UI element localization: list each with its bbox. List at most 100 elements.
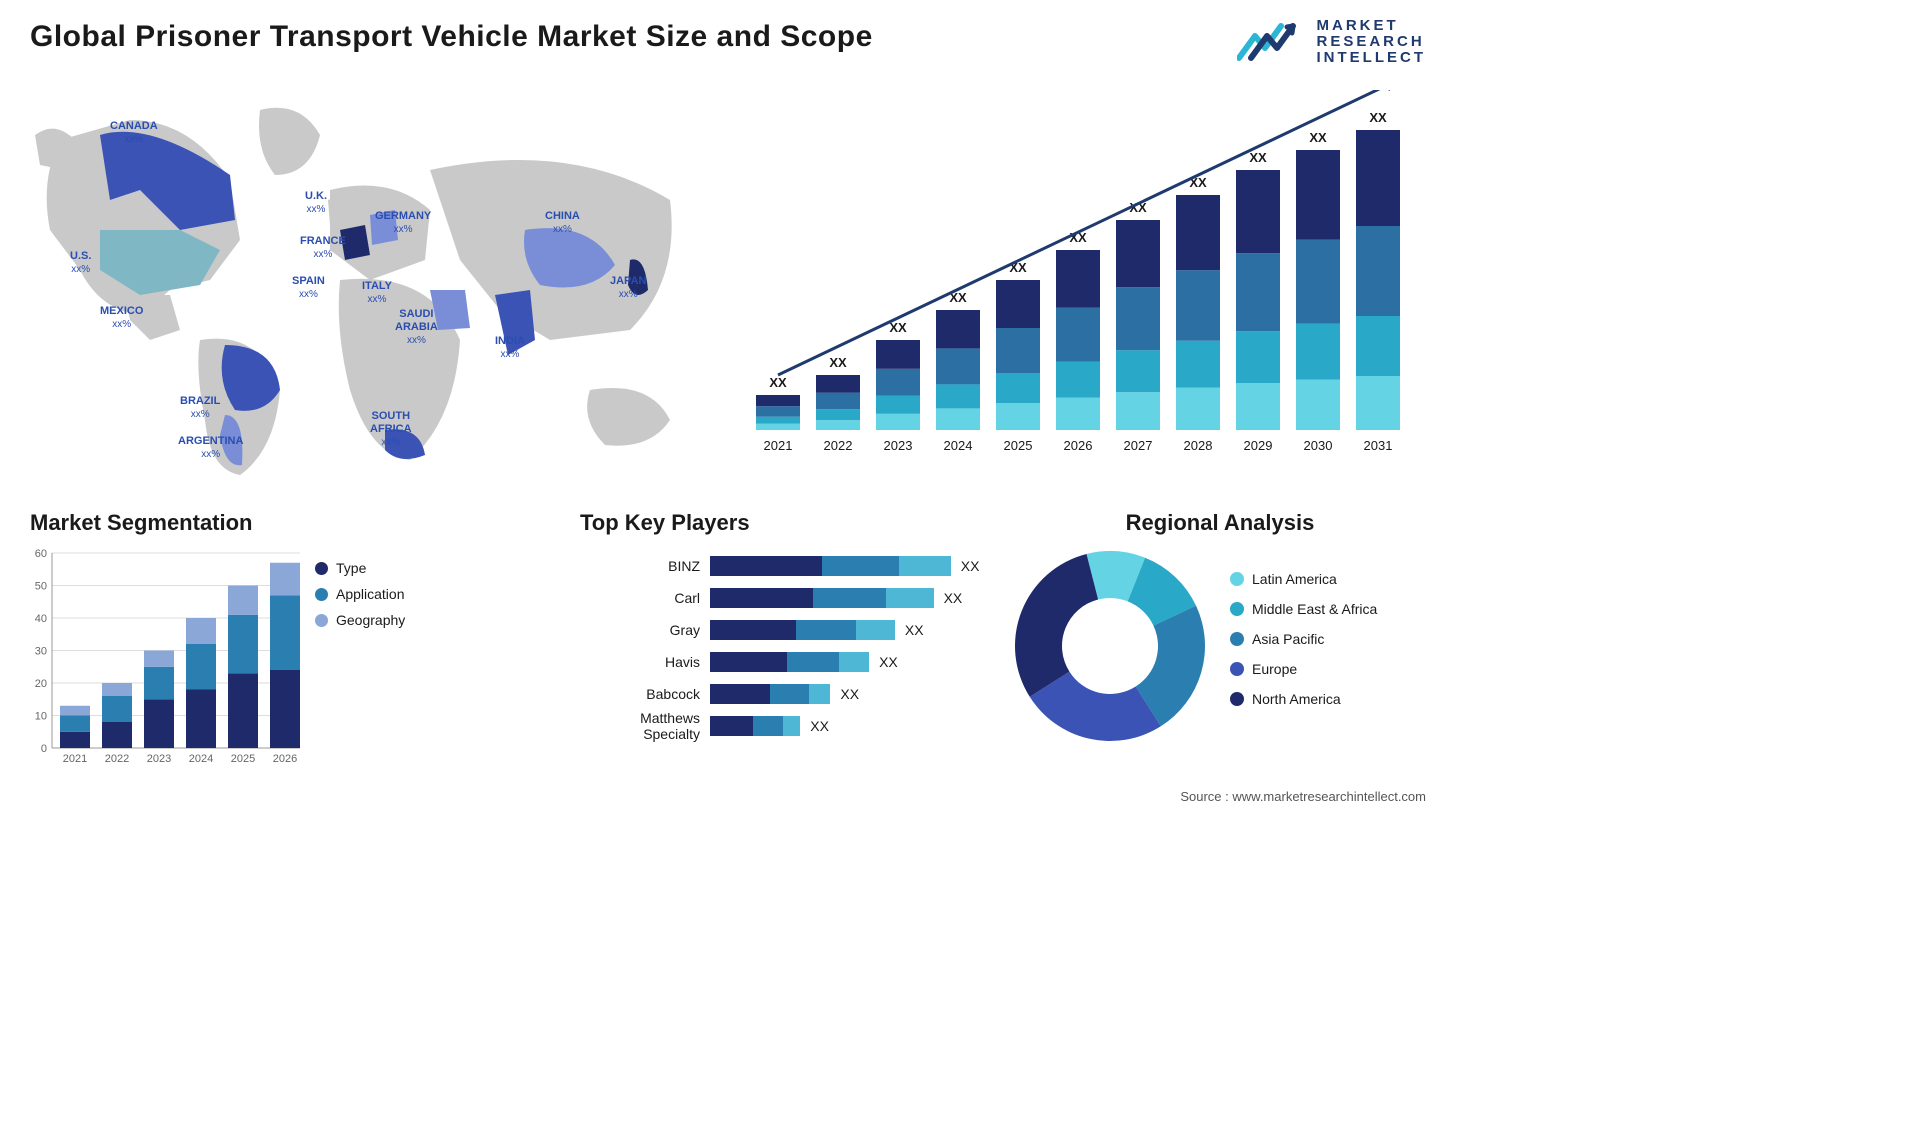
segmentation-section: Market Segmentation 01020304050602021202… (30, 510, 460, 793)
legend-swatch-icon (315, 562, 328, 575)
player-bar-segment (809, 684, 831, 704)
player-bar (710, 684, 830, 704)
svg-text:2023: 2023 (147, 753, 171, 765)
svg-text:2024: 2024 (189, 753, 213, 765)
brand-logo: MARKET RESEARCH INTELLECT (1237, 18, 1427, 66)
logo-text: MARKET RESEARCH INTELLECT (1317, 18, 1427, 65)
map-label: U.K.xx% (305, 190, 327, 216)
svg-text:2022: 2022 (105, 753, 129, 765)
regional-donut (1010, 546, 1210, 746)
legend-label: Asia Pacific (1252, 631, 1324, 647)
svg-text:2031: 2031 (1364, 438, 1393, 453)
svg-text:30: 30 (35, 646, 47, 658)
svg-text:2027: 2027 (1124, 438, 1153, 453)
regional-legend: Latin America Middle East & Africa Asia Pa… (1230, 571, 1377, 721)
player-bar-segment (710, 652, 787, 672)
player-bar-segment (886, 588, 933, 608)
player-name: Babcock (580, 686, 710, 702)
svg-text:2025: 2025 (1004, 438, 1033, 453)
legend-swatch-icon (1230, 572, 1244, 586)
player-value: XX (905, 622, 924, 638)
svg-text:2026: 2026 (273, 753, 297, 765)
map-label: CHINAxx% (545, 210, 580, 236)
svg-text:XX: XX (829, 355, 847, 370)
player-bar-segment (783, 716, 800, 736)
player-value: XX (810, 718, 829, 734)
svg-text:0: 0 (41, 743, 47, 755)
regional-legend-item: Latin America (1230, 571, 1377, 587)
legend-swatch-icon (1230, 602, 1244, 616)
player-name: Carl (580, 590, 710, 606)
legend-swatch-icon (1230, 692, 1244, 706)
player-bar (710, 556, 951, 576)
player-bar-segment (813, 588, 886, 608)
svg-text:XX: XX (1369, 110, 1387, 125)
player-name: Matthews Specialty (580, 710, 710, 742)
map-label: INDIAxx% (495, 335, 525, 361)
player-bar (710, 620, 895, 640)
player-bar-segment (770, 684, 809, 704)
map-label: BRAZILxx% (180, 395, 220, 421)
legend-label: Type (336, 560, 366, 576)
svg-text:10: 10 (35, 711, 47, 723)
top-players-chart: BINZXXCarlXXGrayXXHavisXXBabcockXXMatthe… (580, 554, 980, 738)
map-label: JAPANxx% (610, 275, 646, 301)
svg-text:2021: 2021 (764, 438, 793, 453)
svg-text:2023: 2023 (884, 438, 913, 453)
player-bar-segment (710, 620, 796, 640)
map-label: SAUDIARABIAxx% (395, 308, 438, 348)
map-label: U.S.xx% (70, 250, 91, 276)
logo-line-1: MARKET (1317, 18, 1427, 34)
svg-text:20: 20 (35, 678, 47, 690)
player-value: XX (840, 686, 859, 702)
legend-label: Europe (1252, 661, 1297, 677)
svg-text:XX: XX (1309, 130, 1327, 145)
segmentation-legend-item: Geography (315, 612, 405, 628)
player-bar-segment (710, 556, 822, 576)
regional-legend-item: Asia Pacific (1230, 631, 1377, 647)
player-bar-segment (753, 716, 783, 736)
regional-legend-item: Europe (1230, 661, 1377, 677)
regional-title: Regional Analysis (1010, 510, 1430, 536)
segmentation-legend: TypeApplicationGeography (315, 560, 405, 638)
segmentation-title: Market Segmentation (30, 510, 460, 536)
page-title: Global Prisoner Transport Vehicle Market… (30, 20, 873, 54)
svg-text:2030: 2030 (1304, 438, 1333, 453)
svg-text:2026: 2026 (1064, 438, 1093, 453)
legend-label: North America (1252, 691, 1341, 707)
legend-label: Middle East & Africa (1252, 601, 1377, 617)
source-attribution: Source : www.marketresearchintellect.com (1180, 789, 1426, 804)
segmentation-legend-item: Type (315, 560, 405, 576)
player-bar-segment (787, 652, 839, 672)
player-row: HavisXX (580, 650, 980, 674)
map-label: ARGENTINAxx% (178, 435, 243, 461)
growth-chart-svg: XX2021XX2022XX2023XX2024XX2025XX2026XX20… (746, 90, 1426, 470)
svg-text:2029: 2029 (1244, 438, 1273, 453)
player-bar-segment (710, 588, 813, 608)
legend-swatch-icon (1230, 632, 1244, 646)
svg-text:60: 60 (35, 548, 47, 560)
player-row: BINZXX (580, 554, 980, 578)
logo-line-2: RESEARCH (1317, 34, 1427, 50)
svg-text:XX: XX (769, 375, 787, 390)
legend-label: Geography (336, 612, 405, 628)
player-value: XX (944, 590, 963, 606)
segmentation-chart: 0102030405060202120222023202420252026 (30, 548, 310, 788)
svg-text:50: 50 (35, 581, 47, 593)
map-label: SOUTHAFRICAxx% (370, 410, 412, 450)
player-bar-segment (710, 716, 753, 736)
map-label: MEXICOxx% (100, 305, 143, 331)
logo-mark-icon (1237, 18, 1307, 66)
map-label: ITALYxx% (362, 280, 392, 306)
top-players-title: Top Key Players (580, 510, 980, 536)
legend-swatch-icon (1230, 662, 1244, 676)
player-bar-segment (839, 652, 869, 672)
player-row: Matthews SpecialtyXX (580, 714, 980, 738)
player-bar (710, 716, 800, 736)
regional-legend-item: Middle East & Africa (1230, 601, 1377, 617)
legend-swatch-icon (315, 588, 328, 601)
player-bar-segment (710, 684, 770, 704)
growth-chart: XX2021XX2022XX2023XX2024XX2025XX2026XX20… (746, 90, 1426, 470)
svg-text:2024: 2024 (944, 438, 973, 453)
player-bar-segment (899, 556, 951, 576)
